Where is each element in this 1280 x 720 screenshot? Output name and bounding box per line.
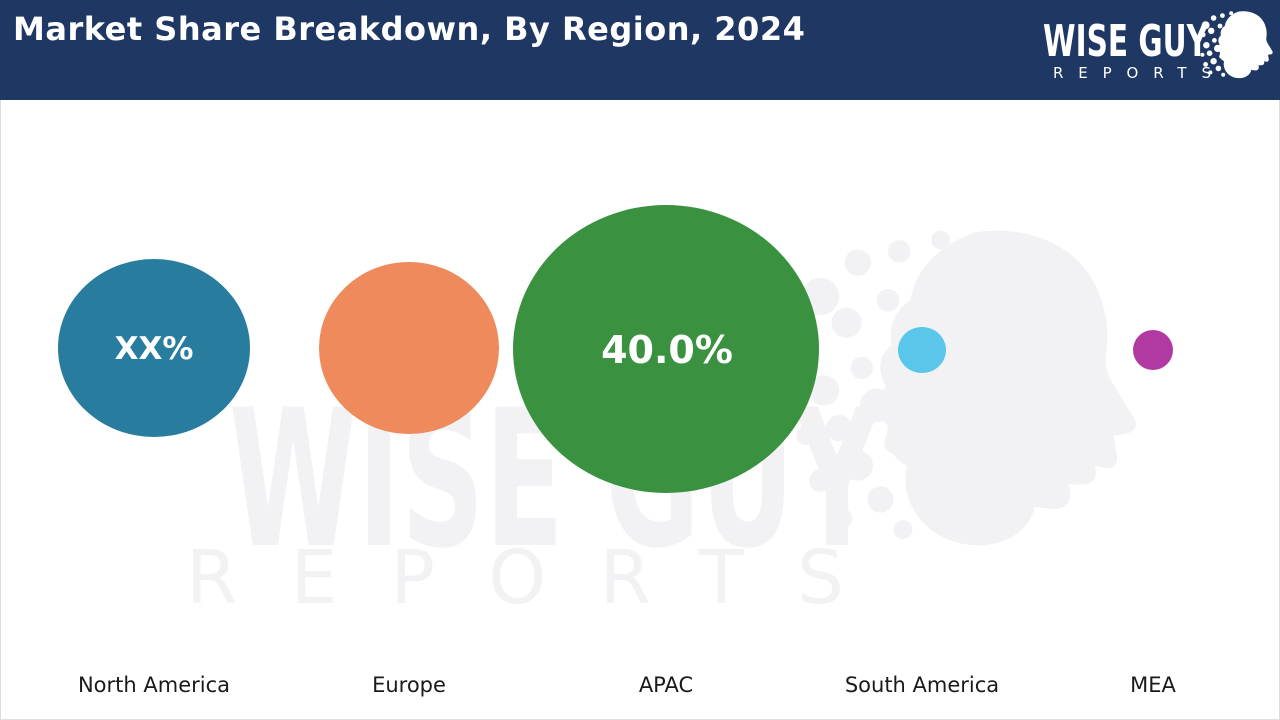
bubble-chart: WISE GUY REPORTS XX% 40.0% North America… (0, 100, 1280, 720)
category-label-mea: MEA (1130, 673, 1176, 697)
bubble-chart-canvas: WISE GUY REPORTS XX% 40.0% North America… (58, 205, 1177, 697)
category-label-north-america: North America (78, 673, 230, 697)
watermark-subtext: REPORTS (186, 535, 844, 621)
page-title: Market Share Breakdown, By Region, 2024 (13, 10, 806, 48)
bubble-apac (513, 205, 819, 493)
category-label-europe: Europe (372, 673, 446, 697)
logo-head-icon (1200, 11, 1273, 79)
wiseguy-logo: WISE GUY REPORTS (1043, 11, 1273, 82)
category-label-apac: APAC (639, 673, 693, 697)
logo-wordmark: WISE GUY (1043, 16, 1209, 67)
bubble-south-america (898, 327, 946, 373)
bubble-label-apac: 40.0% (601, 328, 733, 372)
bubble-north-america (58, 259, 250, 437)
header-bar: Market Share Breakdown, By Region, 2024 … (0, 0, 1280, 100)
category-label-south-america: South America (845, 673, 999, 697)
bubble-mea (1133, 330, 1173, 370)
bubble-label-north-america: XX% (115, 331, 194, 367)
bubble-europe (319, 262, 499, 434)
